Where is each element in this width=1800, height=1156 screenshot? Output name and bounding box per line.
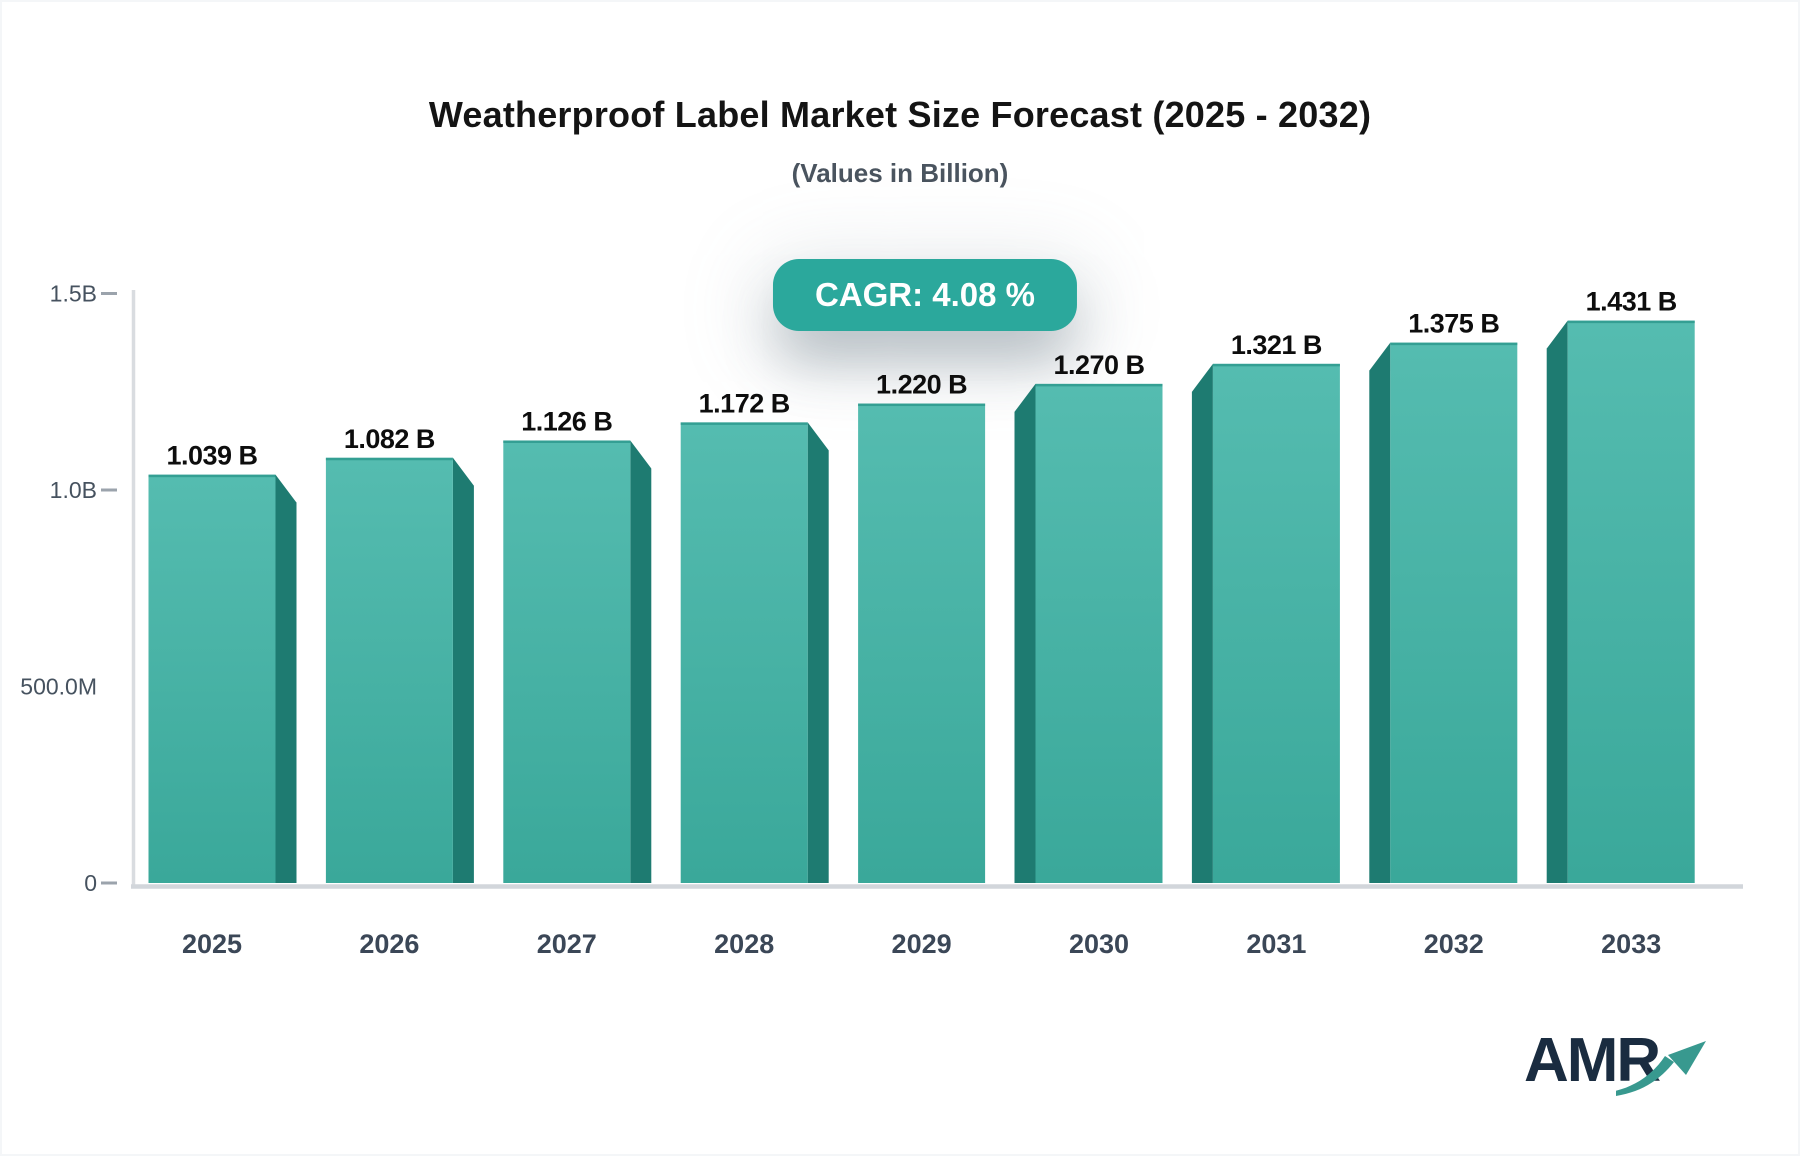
x-label-2031: 2031 <box>1246 929 1306 959</box>
y-label-1.0B: 1.0B <box>50 477 97 503</box>
bar-side-2031 <box>1191 363 1213 883</box>
bar-side-2025 <box>275 474 297 883</box>
chart-subtitle: (Values in Billion) <box>791 158 1009 188</box>
bar-face-2028 <box>680 422 808 883</box>
bar-top-edge-2026 <box>325 457 453 461</box>
bar-value-2029: 1.220 B <box>876 370 967 400</box>
x-label-2028: 2028 <box>714 929 774 959</box>
bar-top-edge-2033 <box>1567 320 1695 324</box>
amr-logo-text: AMR <box>1524 1026 1661 1095</box>
chart-title: Weatherproof Label Market Size Forecast … <box>428 94 1372 135</box>
y-label-500.0M: 500.0M <box>20 674 97 700</box>
bar-side-2028 <box>807 422 829 883</box>
bar-value-2025: 1.039 B <box>166 441 257 471</box>
bar-top-edge-2032 <box>1390 342 1518 346</box>
x-label-2027: 2027 <box>537 929 597 959</box>
bar-value-2030: 1.270 B <box>1053 350 1144 380</box>
x-label-2026: 2026 <box>359 929 419 959</box>
y-label-0: 0 <box>84 870 97 896</box>
bar-value-2027: 1.126 B <box>521 406 612 436</box>
y-label-1.5B: 1.5B <box>50 281 97 307</box>
bar-top-edge-2029 <box>858 403 986 407</box>
bar-top-edge-2027 <box>503 440 631 443</box>
bar-face-2033 <box>1567 320 1695 883</box>
bar-face-2026 <box>325 457 453 883</box>
bar-face-2025 <box>148 474 276 883</box>
bar-side-2030 <box>1014 383 1036 883</box>
bar-value-2033: 1.431 B <box>1586 287 1677 317</box>
bar-top-edge-2031 <box>1212 363 1340 367</box>
x-label-2032: 2032 <box>1424 929 1484 959</box>
bar-value-2031: 1.321 B <box>1231 330 1322 360</box>
bar-face-2027 <box>503 440 631 883</box>
x-label-2025: 2025 <box>182 929 242 959</box>
growth-arrow-icon <box>1616 1041 1706 1096</box>
bar-top-edge-2025 <box>148 474 276 478</box>
x-label-2030: 2030 <box>1069 929 1129 959</box>
amr-logo: AMR <box>1524 1030 1734 1114</box>
bar-face-2031 <box>1212 363 1340 883</box>
x-label-2033: 2033 <box>1601 929 1661 959</box>
bar-top-edge-2030 <box>1035 383 1163 387</box>
bar-value-2026: 1.082 B <box>344 424 435 454</box>
bar-top-edge-2028 <box>680 422 808 425</box>
bar-side-2033 <box>1546 320 1568 883</box>
x-label-2029: 2029 <box>892 929 952 959</box>
bar-side-2027 <box>630 440 652 883</box>
bar-side-2032 <box>1369 342 1391 883</box>
bar-face-2030 <box>1035 383 1163 883</box>
bar-side-2026 <box>452 457 474 883</box>
bar-face-2029 <box>858 403 986 883</box>
bar-face-2032 <box>1390 342 1518 883</box>
cagr-badge: CAGR: 4.08 % <box>772 259 1078 331</box>
bar-value-2028: 1.172 B <box>699 388 790 418</box>
bar-value-2032: 1.375 B <box>1408 309 1499 339</box>
